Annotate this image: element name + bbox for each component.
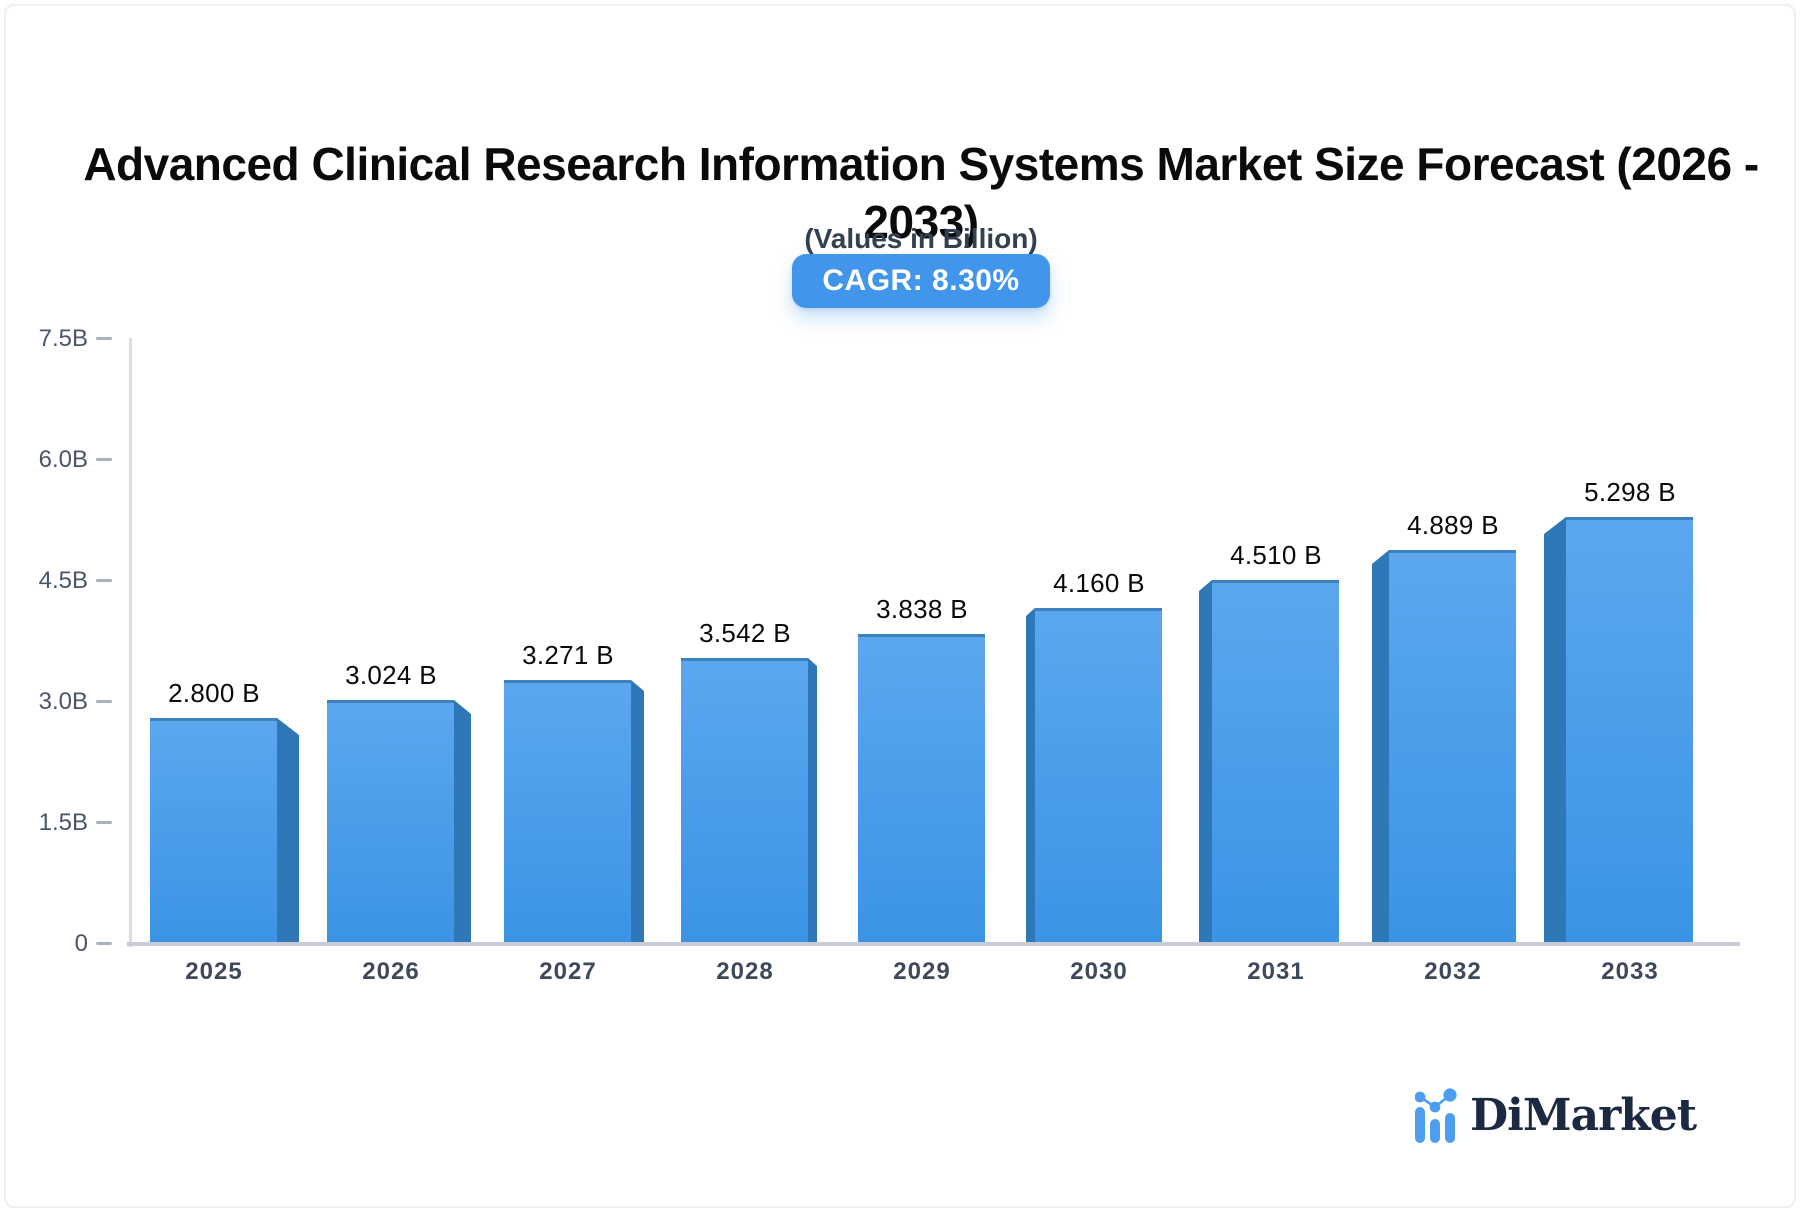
y-axis-tick-mark [96, 942, 112, 945]
bar-value-label: 3.838 B [876, 594, 968, 624]
x-axis-line [127, 942, 1740, 946]
x-axis-label: 2025 [185, 958, 243, 985]
y-axis-tick-mark [96, 820, 112, 824]
x-axis-label: 2031 [1247, 958, 1305, 985]
x-axis-label: 2026 [362, 958, 420, 985]
bar [1566, 517, 1693, 944]
y-axis-tick-label: 3.0B [38, 687, 88, 715]
y-axis-tick-label: 6.0B [38, 445, 88, 473]
cagr-badge-row: CAGR: 8.30% [42, 254, 1800, 308]
bar-side-face [1372, 550, 1389, 944]
bar-side-face [1026, 608, 1035, 944]
bar-value-label: 5.298 B [1584, 477, 1676, 507]
chart-title: Advanced Clinical Research Information S… [42, 135, 1800, 251]
chart-title-line2: 2033) [863, 195, 979, 248]
bar [858, 634, 985, 944]
chart-title-line1: Advanced Clinical Research Information S… [83, 137, 1759, 190]
bar [150, 718, 277, 944]
bar [1389, 550, 1516, 944]
y-axis-tick-label: 0 [74, 930, 88, 957]
bar [681, 658, 808, 944]
bar-side-face [277, 718, 299, 944]
bar-side-face [631, 680, 644, 944]
bar-side-face [808, 658, 817, 944]
x-axis-label: 2032 [1424, 958, 1482, 985]
bar [504, 680, 631, 944]
bar-value-label: 4.160 B [1053, 568, 1145, 598]
bar-value-label: 3.024 B [345, 660, 437, 690]
x-axis-label: 2028 [716, 958, 774, 985]
bar-side-face [1544, 517, 1566, 944]
x-axis-label: 2027 [539, 958, 597, 985]
bar-value-label: 4.510 B [1230, 540, 1322, 570]
dimarket-logo-icon [1415, 1088, 1457, 1143]
bar-value-label: 3.542 B [699, 618, 791, 648]
y-axis-tick-label: 1.5B [38, 808, 88, 836]
x-axis-label: 2030 [1070, 958, 1128, 985]
bar-value-label: 4.889 B [1407, 510, 1499, 540]
bar [327, 700, 454, 944]
y-axis-tick-mark [96, 578, 112, 582]
x-axis-label: 2033 [1601, 958, 1659, 985]
bar-side-face [454, 700, 471, 944]
brand-footer: DiMarket [1415, 1083, 1697, 1147]
bar [1035, 608, 1162, 944]
y-axis-tick-label: 4.5B [38, 566, 88, 594]
dimarket-logo-text: DiMarket [1470, 1089, 1697, 1141]
y-axis-tick-mark [96, 699, 112, 703]
chart-subtitle: (Values in Billion) [804, 223, 1038, 254]
y-axis-line [129, 338, 132, 947]
x-axis-label: 2029 [893, 958, 951, 985]
bar [1212, 580, 1339, 944]
bar-side-face [1199, 580, 1212, 944]
y-axis-tick-mark [96, 336, 112, 340]
cagr-badge: CAGR: 8.30% [792, 254, 1050, 308]
y-axis-tick-label: 7.5B [38, 324, 88, 352]
bar-value-label: 3.271 B [522, 640, 614, 670]
bar-value-label: 2.800 B [168, 678, 260, 708]
y-axis-tick-mark [96, 457, 112, 461]
